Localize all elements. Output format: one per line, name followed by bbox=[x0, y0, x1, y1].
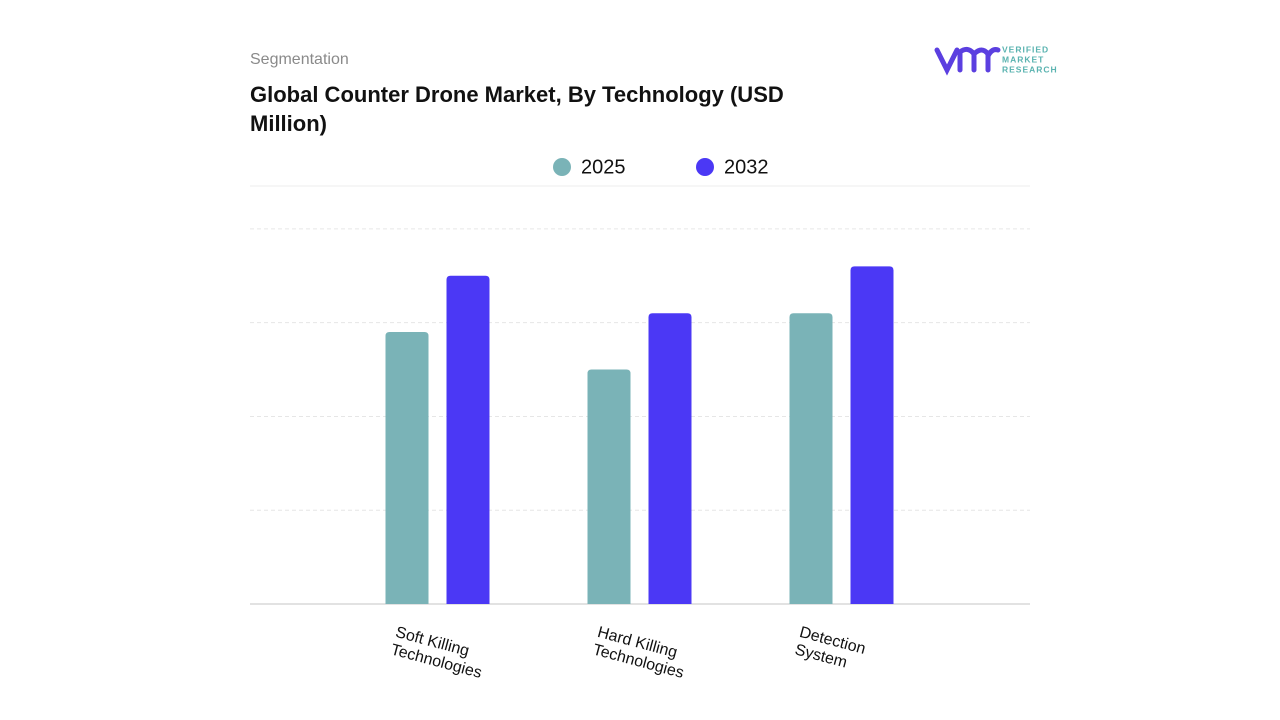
bar bbox=[648, 313, 692, 604]
legend-label: 2025 bbox=[581, 156, 626, 178]
logo-text: RESEARCH bbox=[1002, 64, 1058, 74]
legend-swatch bbox=[696, 158, 714, 176]
bar bbox=[587, 369, 631, 604]
bar bbox=[446, 275, 490, 604]
section-label: Segmentation bbox=[250, 51, 349, 68]
legend-swatch bbox=[553, 158, 571, 176]
bar bbox=[789, 313, 833, 604]
title-box: Global Counter Drone Market, By Technolo… bbox=[250, 82, 784, 136]
logo-text: MARKET bbox=[1002, 54, 1044, 64]
bar bbox=[850, 266, 894, 604]
legend-label: 2032 bbox=[724, 156, 769, 178]
logo: VERIFIED MARKET RESEARCH bbox=[934, 44, 1058, 76]
logo-text: VERIFIED bbox=[1002, 44, 1049, 54]
bar bbox=[385, 332, 429, 604]
chart-title: Global Counter Drone Market, By Technolo… bbox=[250, 82, 784, 136]
logo-mark bbox=[934, 46, 1001, 76]
